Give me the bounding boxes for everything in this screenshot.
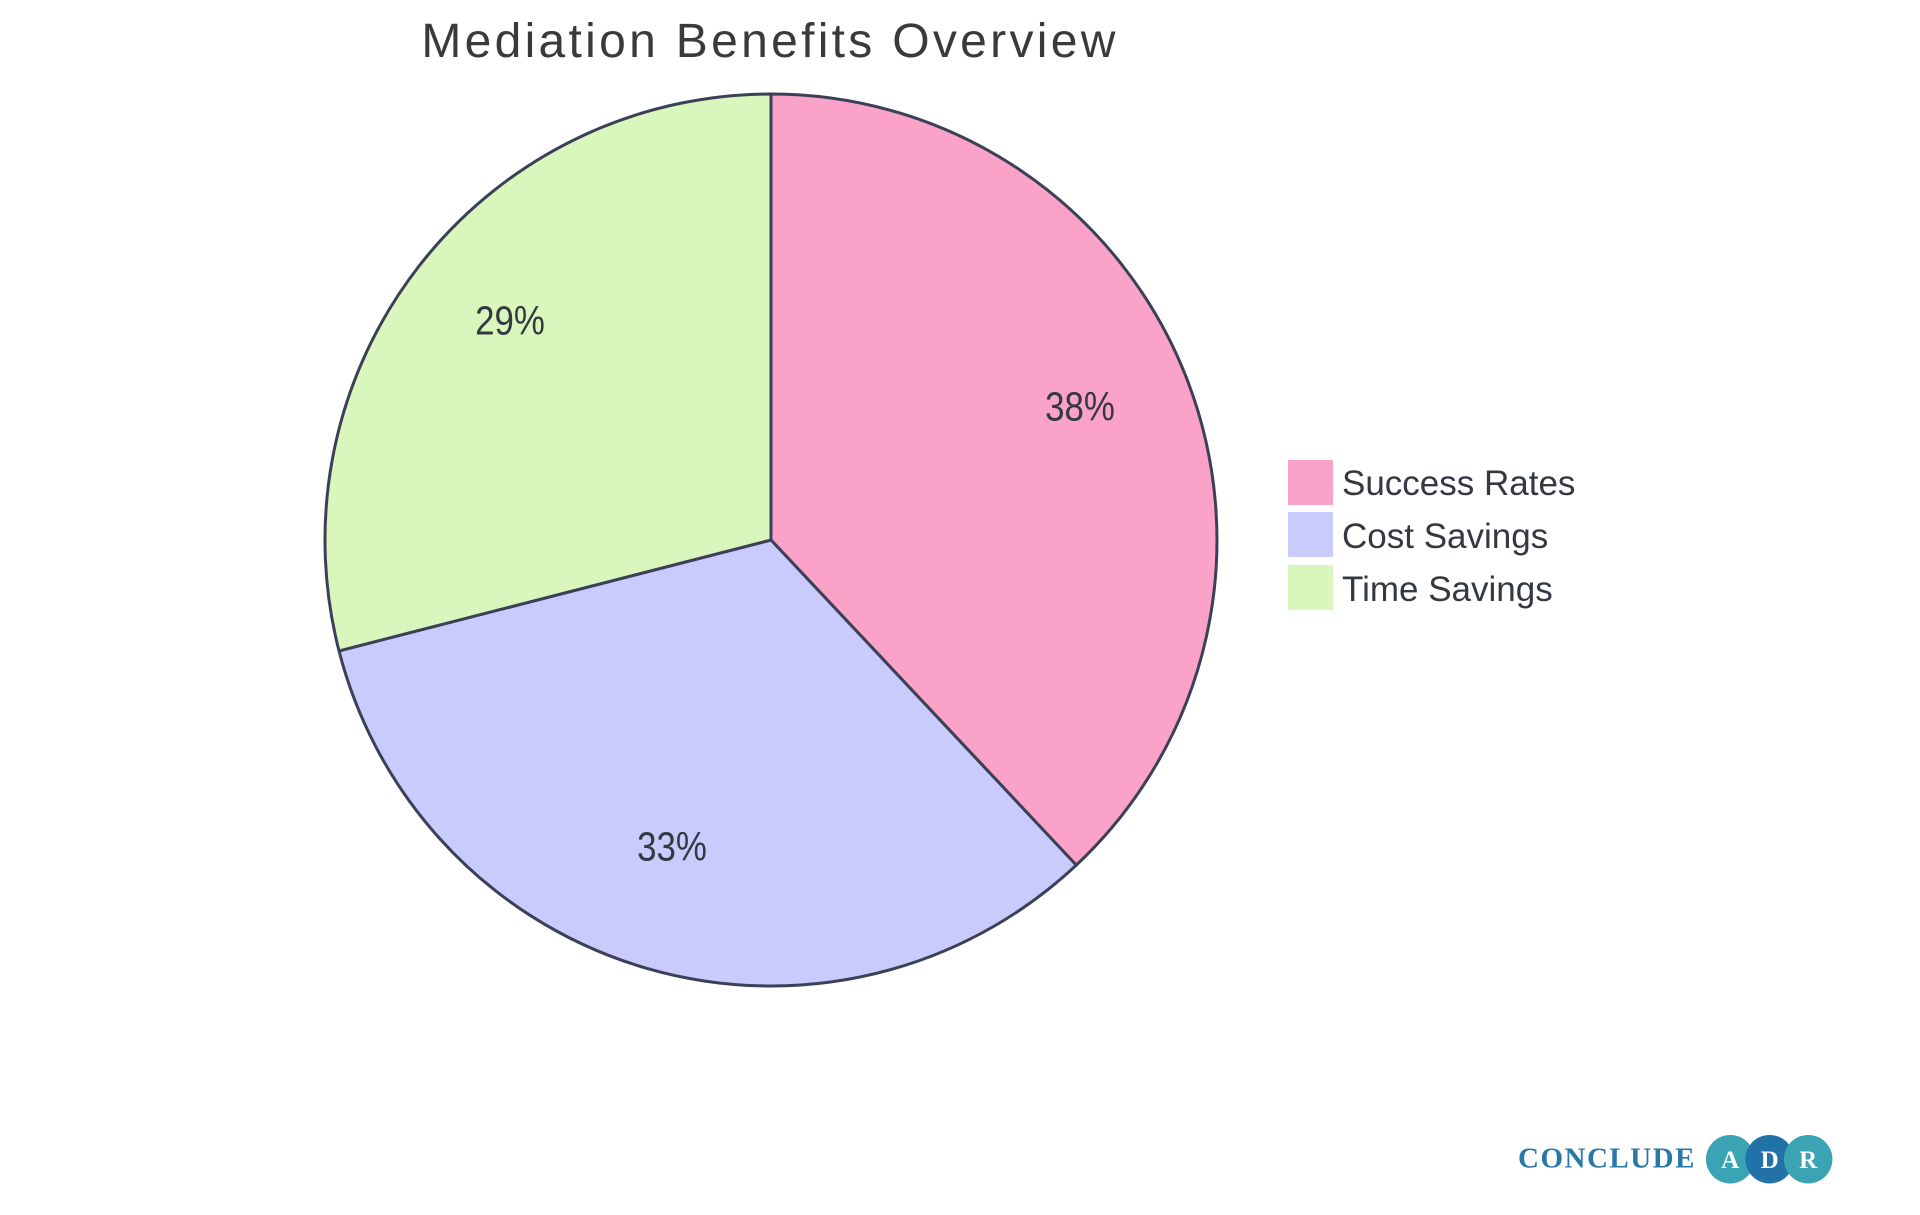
svg-text:R: R [1799,1147,1818,1174]
svg-text:A: A [1721,1147,1739,1174]
svg-text:D: D [1761,1147,1779,1174]
